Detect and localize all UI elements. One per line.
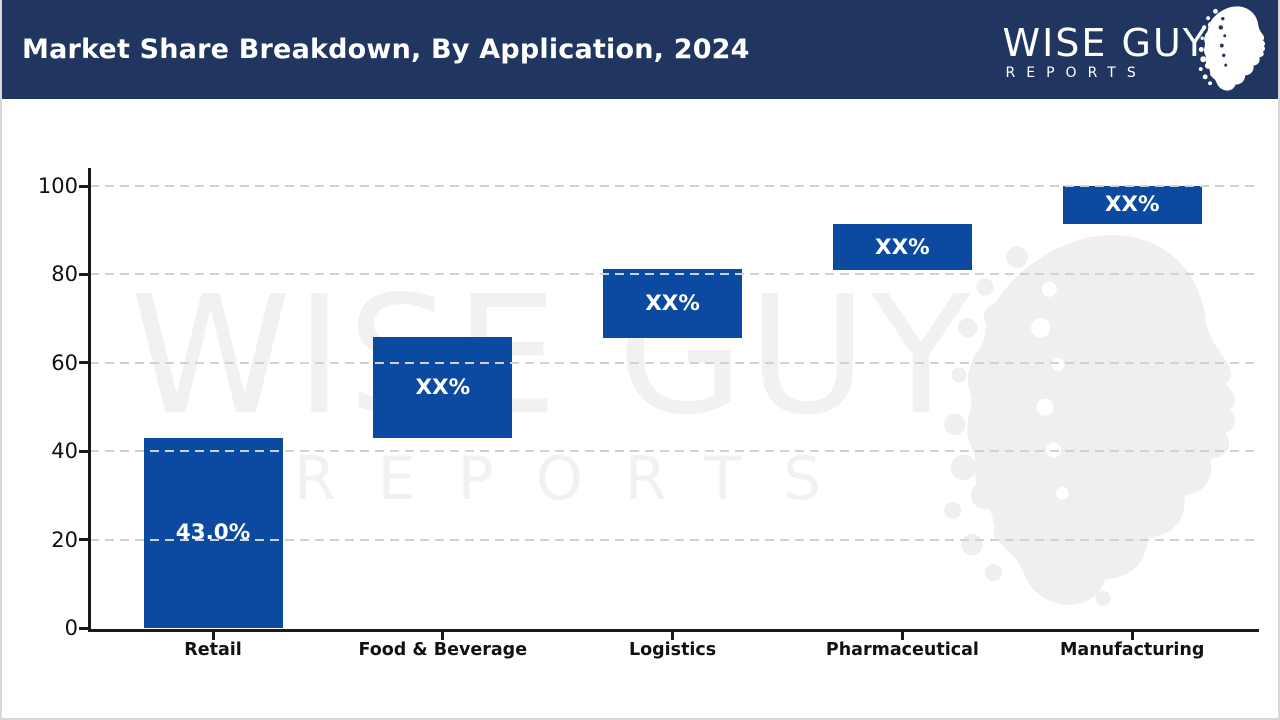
y-tick-mark <box>79 361 88 365</box>
gridline-80 <box>90 273 1257 276</box>
y-tick-mark <box>79 184 88 188</box>
logo-subtext: REPORTS <box>1005 65 1147 81</box>
header-bar: Market Share Breakdown, By Application, … <box>2 0 1278 99</box>
bar-value-label: XX% <box>875 234 930 260</box>
y-tick-mark <box>79 626 88 630</box>
x-tick-mark <box>671 632 675 640</box>
bar-food-beverage <box>373 337 513 438</box>
x-category-label: Manufacturing <box>1060 640 1205 660</box>
y-tick-mark <box>79 272 88 276</box>
gridline-60 <box>90 361 1257 364</box>
bar-pharmaceutical <box>832 224 972 270</box>
bar-retail <box>143 437 283 628</box>
gridline-20 <box>90 538 1257 541</box>
x-tick-mark <box>211 632 215 640</box>
watermark-head-graphic <box>944 234 1235 606</box>
gridline-100 <box>90 185 1257 187</box>
logo-wordmark: WISE GUY REPORTS <box>1003 23 1208 81</box>
y-tick-label: 40 <box>51 439 78 464</box>
logo-head-icon <box>1198 6 1266 91</box>
bar-logistics <box>603 269 743 339</box>
y-tick-label: 100 <box>37 174 78 198</box>
x-category-label: Food & Beverage <box>358 640 528 660</box>
chart-title: Market Share Breakdown, By Application, … <box>22 34 750 65</box>
x-axis-line <box>88 629 1259 632</box>
watermark-subtext: REPORTS <box>294 444 864 514</box>
y-tick-mark <box>79 449 88 453</box>
bar-value-label: XX% <box>415 375 471 401</box>
y-tick-label: 60 <box>51 350 78 375</box>
x-category-label: Pharmaceutical <box>825 640 979 660</box>
y-tick-label: 0 <box>64 616 78 640</box>
y-tick-mark <box>79 538 88 542</box>
gridline-40 <box>90 450 1257 453</box>
bar-value-label: 43.0% <box>175 520 251 546</box>
x-tick-mark <box>900 632 904 640</box>
y-tick-label: 20 <box>51 527 78 552</box>
x-tick-mark <box>441 632 445 640</box>
y-axis-line <box>88 168 91 631</box>
bar-value-label: XX% <box>645 291 700 317</box>
x-tick-mark <box>1130 632 1134 640</box>
bar-manufacturing <box>1062 186 1202 224</box>
wiseguy-logo: WISE GUY REPORTS <box>1003 4 1272 92</box>
x-category-label: Logistics <box>628 640 717 660</box>
bar-value-label: XX% <box>1104 192 1160 218</box>
watermark-wordmark: WISE GUY <box>130 262 975 451</box>
x-category-label: Retail <box>184 640 242 660</box>
logo-wordmark-text: WISE GUY <box>1002 21 1208 65</box>
y-tick-label: 80 <box>51 262 78 287</box>
